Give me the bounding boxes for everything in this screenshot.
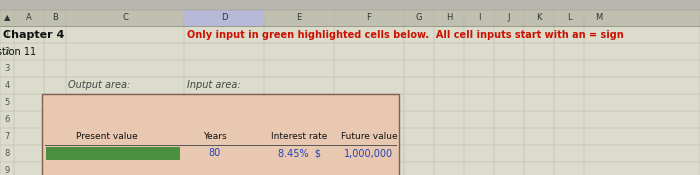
Text: 1: 1 [4,30,10,39]
Text: Years: Years [202,132,226,141]
Text: Only input in green highlighted cells below.  All cell inputs start with an = si: Only input in green highlighted cells be… [187,30,624,40]
Text: C: C [122,13,128,23]
Bar [0,0,700,10]
Text: 7: 7 [4,132,10,141]
Text: Present value: Present value [76,132,138,141]
Bar [0,111,700,128]
Bar [46,147,180,160]
Text: 8.45%  $: 8.45% $ [277,149,321,159]
Text: Input area:: Input area: [187,80,241,90]
Bar [0,128,700,145]
Bar [0,26,700,43]
Bar [0,94,700,111]
Text: ▲: ▲ [4,13,10,23]
Text: H: H [446,13,452,23]
Text: L: L [567,13,571,23]
Text: Output area:: Output area: [68,80,130,90]
Text: 4: 4 [4,81,10,90]
Bar [0,60,700,77]
Text: A: A [26,13,32,23]
Text: Interest rate: Interest rate [271,132,327,141]
Text: Future value: Future value [341,132,398,141]
Bar [0,145,700,162]
Text: 80: 80 [209,149,220,159]
Bar [0,162,700,175]
Text: 8: 8 [4,149,10,158]
Text: 6: 6 [4,115,10,124]
Text: 1,000,000: 1,000,000 [344,149,393,159]
Text: 5: 5 [4,98,10,107]
Text: I: I [477,13,480,23]
Text: B: B [52,13,58,23]
Text: Chapter 4: Chapter 4 [3,30,64,40]
Bar [0,10,700,26]
Text: K: K [536,13,542,23]
Text: Question 11: Question 11 [0,47,36,57]
Text: 3: 3 [4,64,10,73]
Text: D: D [220,13,228,23]
Text: 9: 9 [4,166,10,175]
Text: F: F [367,13,372,23]
Bar [0,43,700,60]
Bar [0,77,700,94]
Text: M: M [596,13,603,23]
Bar [42,94,399,175]
Text: 2: 2 [4,47,10,56]
Text: J: J [508,13,510,23]
Bar [184,10,264,26]
Text: G: G [416,13,422,23]
Text: E: E [296,13,302,23]
